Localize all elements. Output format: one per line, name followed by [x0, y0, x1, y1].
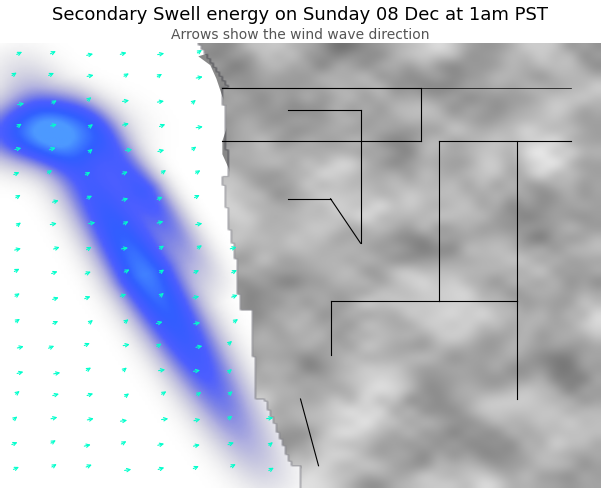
- Text: Secondary Swell energy on Sunday 08 Dec at 1am PST: Secondary Swell energy on Sunday 08 Dec …: [52, 6, 549, 24]
- Text: Arrows show the wind wave direction: Arrows show the wind wave direction: [171, 28, 430, 42]
- Polygon shape: [198, 44, 601, 488]
